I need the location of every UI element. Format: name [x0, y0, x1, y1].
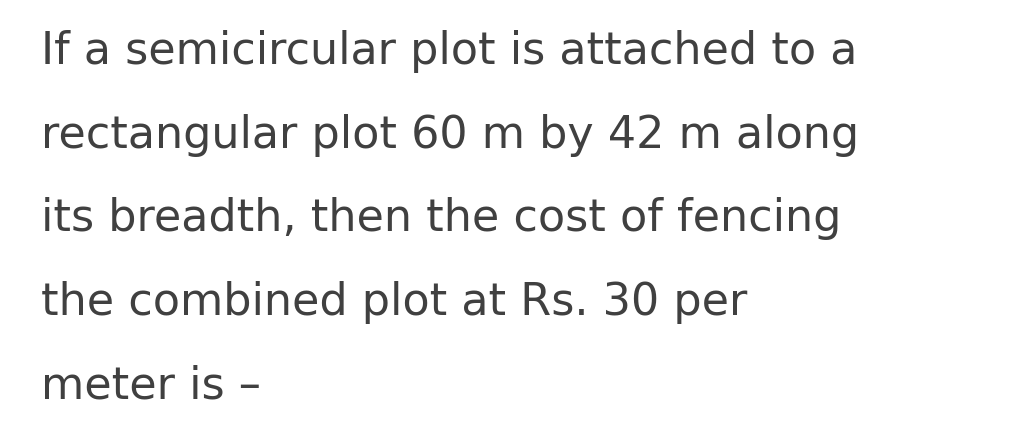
Text: If a semicircular plot is attached to a: If a semicircular plot is attached to a — [41, 30, 857, 73]
Text: meter is –: meter is – — [41, 365, 261, 408]
Text: its breadth, then the cost of fencing: its breadth, then the cost of fencing — [41, 197, 842, 240]
Text: the combined plot at Rs. 30 per: the combined plot at Rs. 30 per — [41, 281, 748, 324]
Text: rectangular plot 60 m by 42 m along: rectangular plot 60 m by 42 m along — [41, 114, 859, 157]
